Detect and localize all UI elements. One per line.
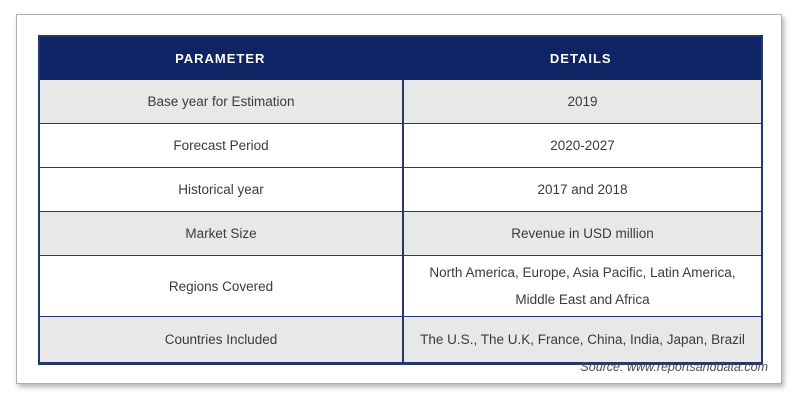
table-row: Countries Included The U.S., The U.K, Fr…	[40, 316, 761, 362]
header-parameter: PARAMETER	[175, 51, 266, 66]
details-cell: Revenue in USD million	[402, 212, 761, 255]
table-row: Market Size Revenue in USD million	[40, 211, 761, 255]
table-row: Regions Covered North America, Europe, A…	[40, 255, 761, 316]
param-cell: Countries Included	[164, 332, 278, 347]
details-cell: North America, Europe, Asia Pacific, Lat…	[402, 256, 761, 316]
param-cell: Base year for Estimation	[147, 94, 295, 109]
details-cell: The U.S., The U.K, France, China, India,…	[402, 317, 761, 362]
param-cell: Historical year	[178, 182, 264, 197]
param-cell: Forecast Period	[173, 138, 269, 153]
source-attribution: Source: www.reportsanddata.com	[580, 360, 768, 374]
table-header-row: PARAMETER DETAILS	[40, 37, 761, 80]
table-row: Forecast Period 2020-2027	[40, 123, 761, 167]
details-cell: 2017 and 2018	[402, 168, 761, 211]
table-row: Historical year 2017 and 2018	[40, 167, 761, 211]
param-cell: Regions Covered	[168, 278, 274, 294]
details-cell: 2019	[402, 80, 761, 123]
parameters-table: PARAMETER DETAILS Base year for Estimati…	[38, 35, 763, 365]
param-cell: Market Size	[185, 226, 257, 241]
table-row: Base year for Estimation 2019	[40, 80, 761, 123]
report-card: PARAMETER DETAILS Base year for Estimati…	[16, 14, 782, 384]
details-cell: 2020-2027	[402, 124, 761, 167]
header-details: DETAILS	[549, 51, 612, 66]
